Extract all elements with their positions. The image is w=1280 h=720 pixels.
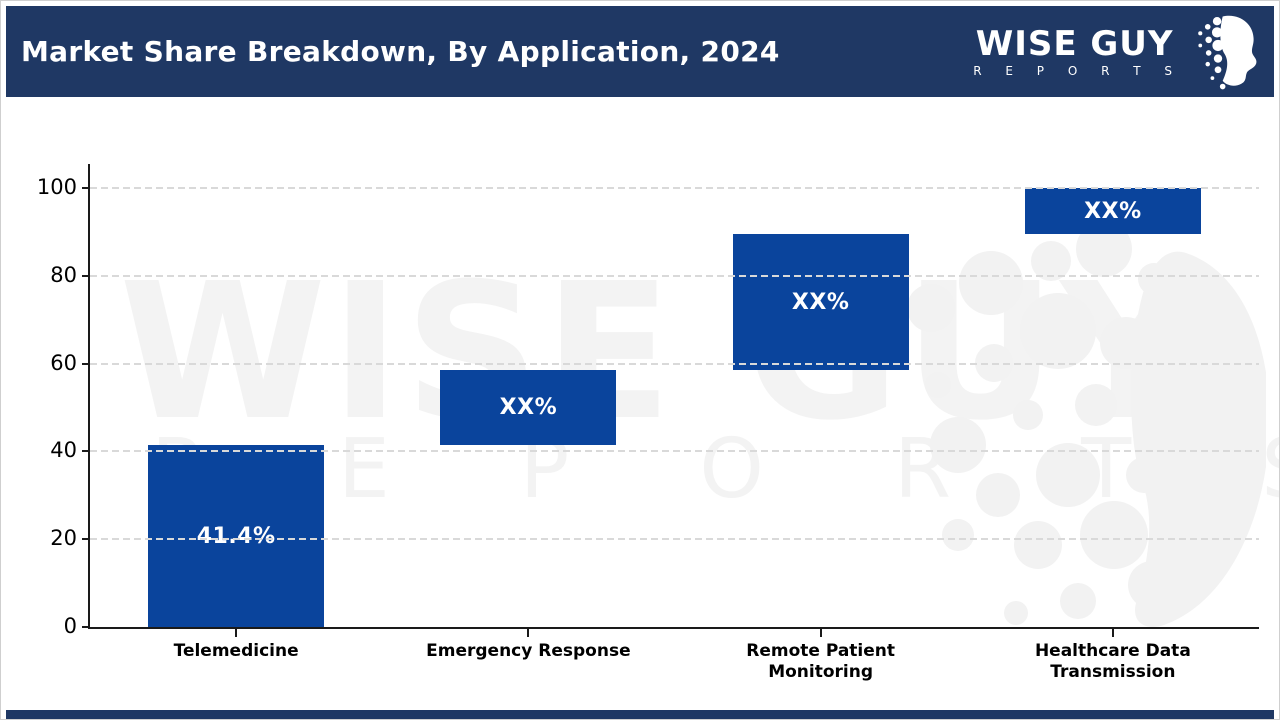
y-tick-mark [82,274,90,277]
footer-bar [6,710,1274,719]
x-category-label: Telemedicine [173,641,299,661]
grid-line [90,362,1259,365]
y-tick-mark [82,538,90,541]
bar: XX% [1024,188,1201,235]
grid-line [90,274,1259,277]
x-category-label: Emergency Response [426,641,631,661]
watermark-head-icon [907,223,1266,627]
x-tick-mark [235,629,238,637]
y-tick-label: 100 [36,175,77,199]
grid-line [90,450,1259,453]
y-tick-label: 0 [63,614,77,638]
logo-head-icon [1198,15,1257,89]
x-tick-mark [1111,629,1114,637]
x-category-label: Remote Patient Monitoring [746,641,896,683]
y-tick-label: 20 [50,526,77,551]
bar-value-label: XX% [499,395,558,421]
axis-x [88,627,1259,629]
chart-title: Market Share Breakdown, By Application, … [21,35,780,68]
bar: XX% [732,234,909,371]
header-bar: Market Share Breakdown, By Application, … [6,6,1274,97]
bar: XX% [440,370,617,446]
grid-line [90,538,1259,541]
grid-line [90,187,1259,189]
logo-subtext: R E P O R T S [973,63,1182,78]
x-tick-mark [819,629,822,637]
bar-value-label: 41.4% [196,523,276,549]
y-tick-mark [82,362,90,365]
x-tick-mark [527,629,530,637]
bar-value-label: XX% [1084,198,1142,224]
wiseguy-logo: WISE GUY R E P O R T S [967,12,1260,92]
bar-value-label: XX% [791,289,850,315]
y-tick-label: 80 [50,262,77,287]
y-tick-label: 40 [50,438,77,463]
y-tick-label: 60 [50,350,77,375]
y-tick-mark [82,187,90,189]
bar: 41.4% [148,445,325,627]
logo-text: WISE GUY R E P O R T S [967,27,1182,77]
logo-wordmark: WISE GUY [975,23,1174,64]
y-tick-mark [82,450,90,453]
x-category-label: Healthcare Data Transmission [1034,641,1191,683]
y-tick-mark [82,626,90,628]
axis-y [88,164,90,629]
